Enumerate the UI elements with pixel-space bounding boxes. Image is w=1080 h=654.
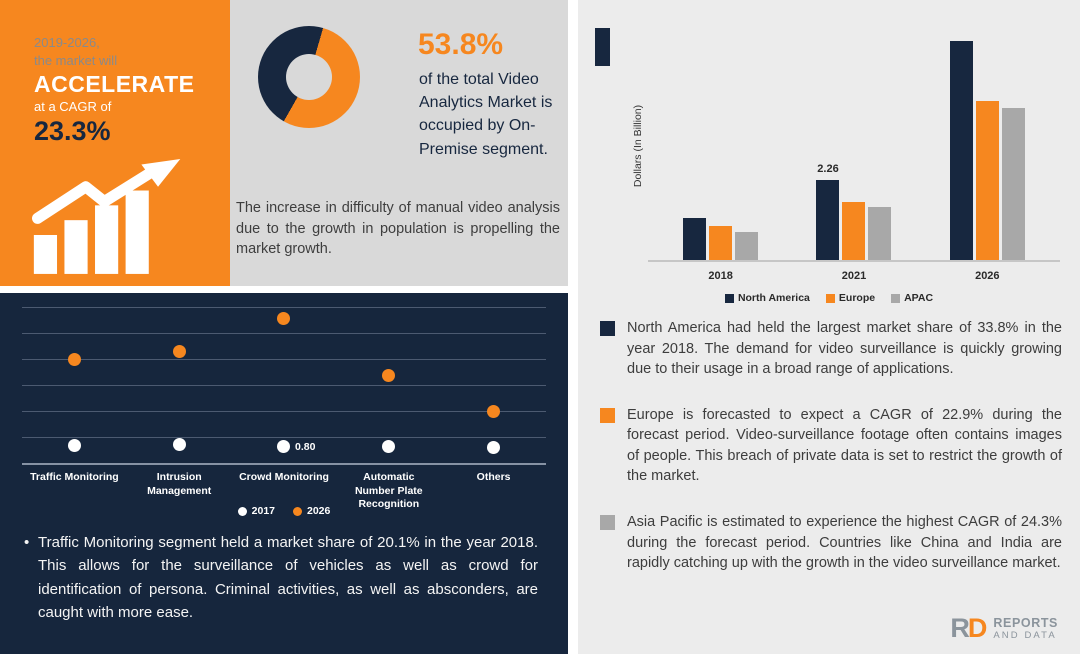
- donut-chart: [258, 26, 360, 128]
- insight-text: Asia Pacific is estimated to experience …: [627, 514, 1062, 572]
- cagr-headline: ACCELERATE: [34, 71, 195, 98]
- dot-plot: 0.80: [22, 305, 546, 465]
- onpremise-panel: 53.8% of the total Video Analytics Marke…: [230, 0, 568, 286]
- donut-hole: [286, 54, 332, 100]
- dot-column: [22, 305, 127, 463]
- logo-line1: REPORTS: [993, 616, 1058, 630]
- logo-letter-r: R: [950, 613, 969, 643]
- dot-2017: [277, 440, 291, 454]
- legend-item: Europe: [825, 292, 876, 304]
- bullet-square: [600, 321, 615, 336]
- legend-label: North America: [737, 292, 810, 304]
- dot-category-label: Crowd Monitoring: [239, 471, 329, 483]
- dot-column: [336, 305, 441, 463]
- legend-label: 2026: [307, 505, 331, 517]
- dot-category-label: Intrusion Management: [147, 471, 212, 497]
- legend-dot-swatch: [237, 506, 247, 516]
- legend-dot-swatch: [293, 506, 302, 516]
- cagr-sub-text: at a CAGR of: [34, 99, 112, 115]
- cagr-period: 2019-2026,: [34, 35, 100, 50]
- cagr-value: 23.3%: [34, 116, 111, 147]
- reports-and-data-logo: RD REPORTS AND DATA: [950, 615, 1058, 642]
- legend-label: APAC: [904, 292, 934, 304]
- dot-2026: [487, 404, 501, 418]
- onpremise-percent: 53.8%: [418, 28, 504, 61]
- bullet-square: [600, 407, 615, 423]
- bar-2026: [1001, 107, 1025, 260]
- market-growth-note: The increase in difficulty of manual vid…: [236, 200, 560, 258]
- dot-column: [127, 305, 232, 463]
- insight-bullet: Europe is forecasted to expect a CAGR of…: [600, 405, 1062, 487]
- bar-group: 2018: [683, 30, 759, 282]
- logo-text: REPORTS AND DATA: [993, 616, 1058, 641]
- accent-bar: [595, 28, 610, 66]
- logo-line2: AND DATA: [993, 630, 1057, 641]
- bar-chart-wrap: Dollars (In Billion) 2018 2.26 2021 2026: [632, 30, 1060, 282]
- dot-category-labels: Traffic Monitoring Intrusion Management Cr…: [22, 471, 546, 512]
- dot-2026: [172, 345, 186, 359]
- insight-bullet: North America had held the largest marke…: [600, 318, 1062, 380]
- bar-2021: [842, 201, 866, 260]
- bar-2021: [868, 206, 892, 260]
- bar-group: 2026: [949, 30, 1025, 282]
- bar-2018: [683, 217, 707, 260]
- bar-y-axis-label: Dollars (In Billion): [632, 104, 644, 188]
- dot-2026: [382, 369, 396, 383]
- legend-item: 2026: [293, 505, 330, 517]
- bar-2021: 2.26: [816, 163, 840, 260]
- legend-square-swatch: [825, 293, 835, 303]
- bullet-square: [600, 515, 615, 531]
- bar-group: 2.26 2021: [816, 30, 892, 282]
- dot-2017: [172, 438, 186, 452]
- dot-2026: [67, 353, 81, 367]
- onpremise-caption: of the total Video Analytics Market is o…: [419, 71, 553, 158]
- insight-bullet: Asia Pacific is estimated to experience …: [600, 512, 1062, 574]
- legend-label: 2017: [251, 505, 275, 517]
- bar-chart: 2018 2.26 2021 2026: [648, 30, 1060, 282]
- traffic-monitoring-bullet: Traffic Monitoring segment held a market…: [22, 531, 538, 624]
- legend-square-swatch: [724, 293, 734, 303]
- logo-letter-d: D: [967, 613, 987, 643]
- dot-2017: [382, 439, 396, 453]
- right-bullets: North America had held the largest marke…: [600, 318, 1062, 574]
- bar-stack: [949, 30, 1025, 260]
- dot-column: [441, 305, 546, 463]
- dot-category-label: Traffic Monitoring: [30, 471, 119, 483]
- logo-mark: RD: [950, 613, 987, 643]
- bar-stack: [683, 30, 759, 260]
- dot-2017: [487, 440, 501, 454]
- bar-stack: 2.26: [816, 30, 892, 260]
- legend-item: North America: [724, 292, 810, 304]
- dot-category-label: Others: [476, 471, 511, 483]
- bar-2018: [735, 231, 759, 260]
- cagr-lead-text: the market will: [34, 52, 118, 68]
- legend-square-swatch: [891, 293, 901, 303]
- insight-text: North America had held the largest marke…: [627, 320, 1062, 378]
- dot-2026: [277, 311, 291, 325]
- legend-label: Europe: [838, 292, 876, 304]
- bar-x-label: 2018: [708, 270, 733, 282]
- regional-panel: Dollars (In Billion) 2018 2.26 2021 2026 No…: [578, 0, 1080, 654]
- growth-chart-icon: [32, 159, 181, 275]
- legend-item: 2017: [237, 505, 275, 517]
- legend-item: APAC: [891, 292, 933, 304]
- bar-x-label: 2021: [841, 270, 867, 282]
- bar-x-label: 2026: [975, 270, 1000, 282]
- bar-2026: [949, 40, 973, 260]
- insight-text: Europe is forecasted to expect a CAGR of…: [627, 406, 1062, 485]
- bar-2018: [709, 226, 733, 260]
- cagr-panel: 2019-2026, the market will ACCELERATE at…: [0, 0, 230, 286]
- dot-2017: [67, 439, 81, 453]
- dot-value-label: 0.80: [294, 441, 316, 454]
- segment-panel: 0.80 Traffic Monitoring Intrusion Managem…: [0, 293, 568, 654]
- dot-category-label: Automatic Number Plate Recognition: [354, 471, 423, 511]
- bar-value-label: 2.26: [817, 163, 839, 176]
- bar-2026: [975, 100, 999, 260]
- dot-legend: 2017 2026: [0, 505, 568, 517]
- bar-legend: North America Europe APAC: [578, 292, 1080, 304]
- dot-column: 0.80: [232, 305, 337, 463]
